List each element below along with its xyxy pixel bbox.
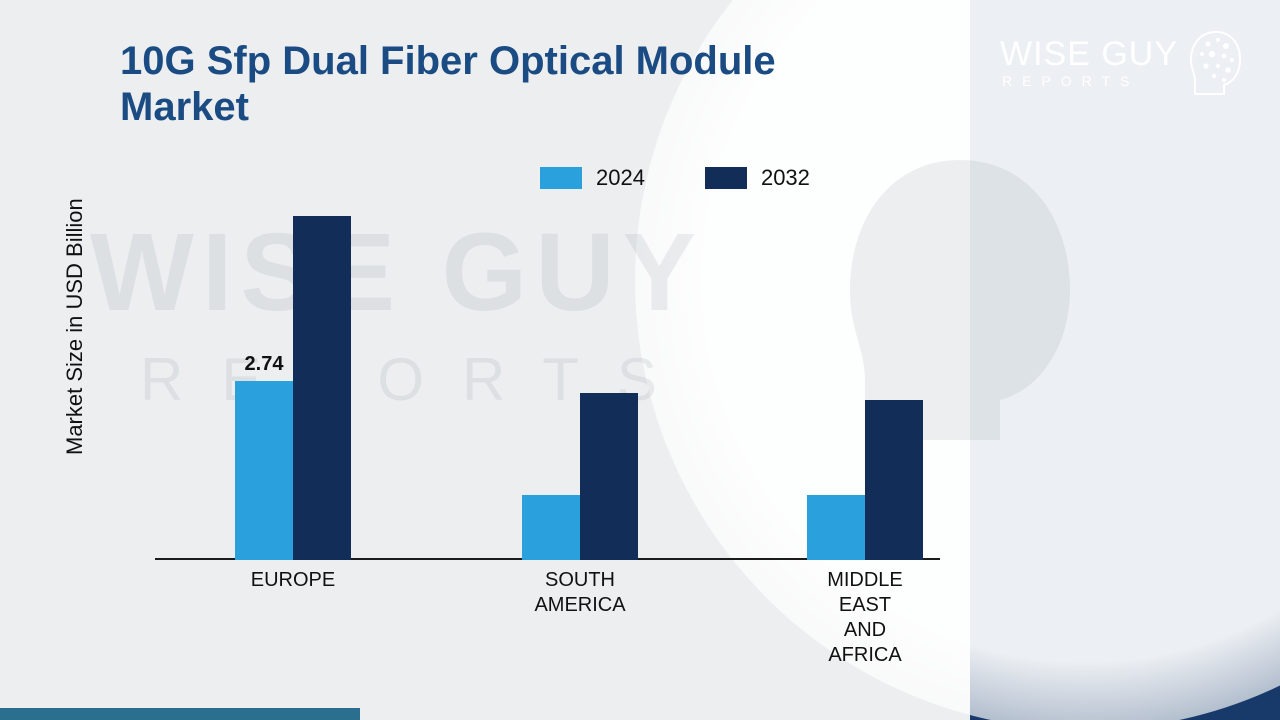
- legend-swatch-2032: [705, 167, 747, 189]
- chart-legend: 2024 2032: [540, 165, 810, 191]
- category-label-mea: MIDDLEEASTANDAFRICA: [785, 568, 945, 668]
- bar-group-europe: 2.74 EUROPE: [203, 216, 383, 560]
- legend-swatch-2024: [540, 167, 582, 189]
- bar-sa-2032: [580, 393, 638, 560]
- legend-label-2024: 2024: [596, 165, 645, 191]
- brand-logo: WISE GUY REPORTS: [1000, 30, 1250, 96]
- stage: WISE GUY REPORTS 10G Sfp Dual Fiber Opti…: [0, 0, 1280, 720]
- bar-group-mea: MIDDLEEASTANDAFRICA: [775, 400, 955, 560]
- category-label-south-america: SOUTHAMERICA: [500, 568, 660, 618]
- chart-plot-area: 2.74 EUROPE SOUTHAMERICA MIDDLEEASTANDAF…: [155, 200, 940, 560]
- bar-mea-2032: [865, 400, 923, 560]
- legend-label-2032: 2032: [761, 165, 810, 191]
- bar-chart: Market Size in USD Billion 2024 2032 2.7…: [70, 165, 940, 695]
- accent-bottom-bar: [0, 708, 360, 720]
- bar-mea-2024: [807, 495, 865, 560]
- y-axis-label: Market Size in USD Billion: [62, 198, 88, 455]
- bar-group-south-america: SOUTHAMERICA: [490, 393, 670, 560]
- bar-europe-2032: [293, 216, 351, 560]
- bar-europe-2024: 2.74: [235, 381, 293, 560]
- logo-sub-text: REPORTS: [1002, 73, 1178, 89]
- category-label-europe: EUROPE: [213, 568, 373, 593]
- logo-main-text: WISE GUY: [1000, 37, 1178, 71]
- chart-title: 10G Sfp Dual Fiber Optical Module Market: [120, 38, 860, 130]
- logo-head-icon: [1188, 30, 1242, 96]
- bar-value-label: 2.74: [245, 353, 284, 376]
- legend-item-2032: 2032: [705, 165, 810, 191]
- legend-item-2024: 2024: [540, 165, 645, 191]
- bar-sa-2024: [522, 495, 580, 560]
